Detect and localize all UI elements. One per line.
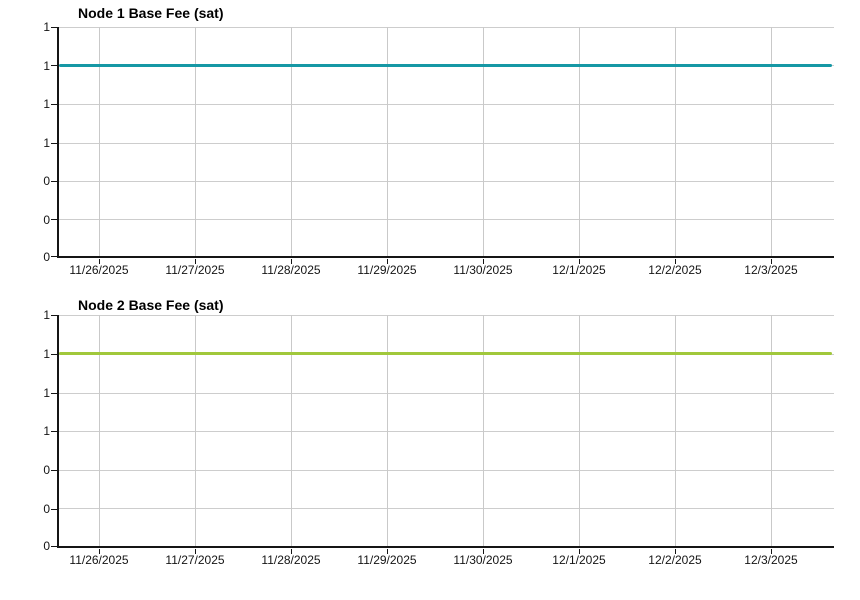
x-tick-label: 11/27/2025: [165, 553, 225, 567]
v-gridline: [483, 27, 484, 256]
h-gridline: [59, 143, 834, 144]
x-tick: [195, 549, 196, 554]
v-gridline: [99, 27, 100, 256]
x-tick: [195, 259, 196, 264]
y-tick: [51, 546, 57, 547]
chart-title-node2: Node 2 Base Fee (sat): [78, 297, 224, 313]
v-gridline: [195, 27, 196, 256]
h-gridline: [59, 181, 834, 182]
y-tick-label: 0: [43, 463, 50, 477]
v-gridline: [675, 27, 676, 256]
y-tick-label: 1: [43, 97, 50, 111]
plot-area-node2: [57, 315, 834, 548]
x-tick: [675, 549, 676, 554]
plot-area-node1: [57, 27, 834, 258]
h-gridline: [59, 104, 834, 105]
y-tick-label: 0: [43, 502, 50, 516]
y-tick: [51, 354, 57, 355]
y-tick: [51, 65, 57, 66]
y-tick-label: 0: [43, 250, 50, 264]
x-tick-label: 11/29/2025: [357, 553, 417, 567]
y-tick: [51, 181, 57, 182]
chart-title-node1: Node 1 Base Fee (sat): [78, 5, 224, 21]
v-gridline: [579, 315, 580, 546]
x-tick: [579, 259, 580, 264]
x-tick-label: 11/29/2025: [357, 263, 417, 277]
x-tick: [483, 549, 484, 554]
x-tick-label: 12/3/2025: [744, 553, 798, 567]
y-tick-label: 1: [43, 308, 50, 322]
y-tick-label: 1: [43, 424, 50, 438]
v-gridline: [771, 315, 772, 546]
x-tick-label: 11/26/2025: [69, 263, 129, 277]
x-tick-label: 12/2/2025: [648, 263, 702, 277]
v-gridline: [291, 27, 292, 256]
y-tick-label: 1: [43, 59, 50, 73]
y-tick: [51, 104, 57, 105]
y-tick: [51, 393, 57, 394]
h-gridline: [59, 27, 834, 28]
v-gridline: [387, 27, 388, 256]
h-gridline: [59, 508, 834, 509]
v-gridline: [483, 315, 484, 546]
x-tick-label: 12/3/2025: [744, 263, 798, 277]
y-tick: [51, 219, 57, 220]
y-tick-label: 0: [43, 539, 50, 553]
v-gridline: [387, 315, 388, 546]
h-gridline: [59, 470, 834, 471]
x-tick: [483, 259, 484, 264]
x-tick-label: 11/28/2025: [261, 553, 321, 567]
y-tick-label: 1: [43, 20, 50, 34]
x-tick-label: 11/30/2025: [453, 263, 513, 277]
x-tick: [291, 549, 292, 554]
x-tick-label: 11/28/2025: [261, 263, 321, 277]
v-gridline: [291, 315, 292, 546]
h-gridline: [59, 219, 834, 220]
x-tick: [99, 549, 100, 554]
v-gridline: [195, 315, 196, 546]
y-tick: [51, 509, 57, 510]
y-tick: [51, 315, 57, 316]
x-tick-label: 12/1/2025: [552, 263, 606, 277]
v-gridline: [771, 27, 772, 256]
y-tick-label: 0: [43, 213, 50, 227]
y-tick: [51, 256, 57, 257]
series-line-node2-base-fee: [59, 352, 832, 355]
x-tick: [579, 549, 580, 554]
x-tick-label: 11/30/2025: [453, 553, 513, 567]
y-tick: [51, 27, 57, 28]
y-tick: [51, 143, 57, 144]
y-tick: [51, 470, 57, 471]
series-line-node1-base-fee: [59, 64, 832, 67]
y-tick: [51, 431, 57, 432]
x-tick: [387, 259, 388, 264]
h-gridline: [59, 393, 834, 394]
v-gridline: [675, 315, 676, 546]
x-tick: [291, 259, 292, 264]
h-gridline: [59, 431, 834, 432]
x-tick: [675, 259, 676, 264]
x-tick-label: 11/26/2025: [69, 553, 129, 567]
v-gridline: [579, 27, 580, 256]
x-tick: [771, 259, 772, 264]
h-gridline: [59, 315, 834, 316]
x-tick-label: 12/2/2025: [648, 553, 702, 567]
x-tick: [771, 549, 772, 554]
x-tick: [99, 259, 100, 264]
x-tick-label: 11/27/2025: [165, 263, 225, 277]
x-tick-label: 12/1/2025: [552, 553, 606, 567]
v-gridline: [99, 315, 100, 546]
y-tick-label: 1: [43, 136, 50, 150]
y-tick-label: 0: [43, 174, 50, 188]
x-tick: [387, 549, 388, 554]
y-tick-label: 1: [43, 386, 50, 400]
y-tick-label: 1: [43, 347, 50, 361]
